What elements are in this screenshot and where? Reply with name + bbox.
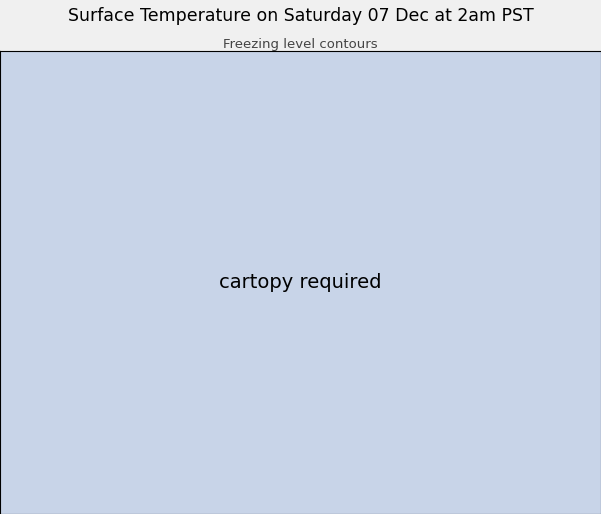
Text: cartopy required: cartopy required: [219, 273, 382, 292]
Text: Surface Temperature on Saturday 07 Dec at 2am PST: Surface Temperature on Saturday 07 Dec a…: [68, 7, 533, 25]
Text: Freezing level contours: Freezing level contours: [223, 38, 378, 51]
